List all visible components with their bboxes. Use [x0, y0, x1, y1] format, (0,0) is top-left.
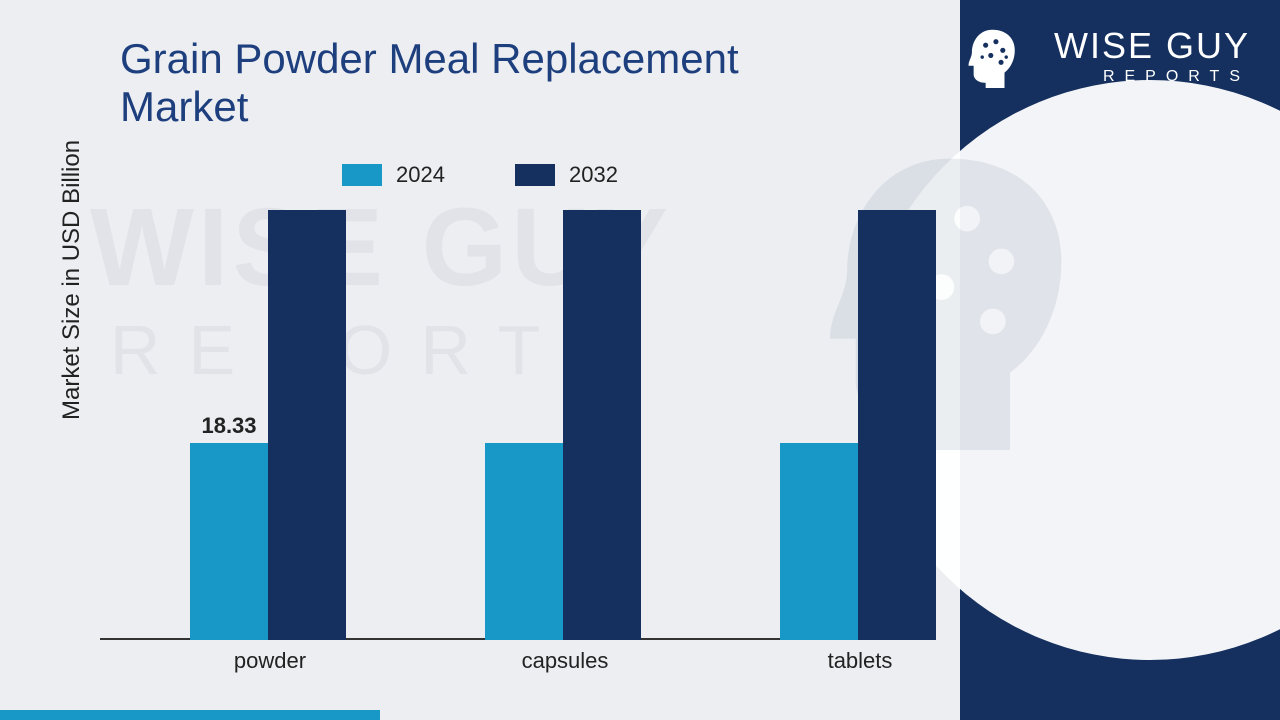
bar-tablets-2032 — [858, 210, 936, 640]
legend-label-2024: 2024 — [396, 162, 445, 188]
legend-swatch-2032 — [515, 164, 555, 186]
bar-capsules-2032 — [563, 210, 641, 640]
plot-area: 18.33powdercapsulestablets — [100, 210, 920, 640]
legend-swatch-2024 — [342, 164, 382, 186]
bar-value-label: 18.33 — [190, 413, 268, 443]
bar-powder-2024: 18.33 — [190, 443, 268, 640]
legend-label-2032: 2032 — [569, 162, 618, 188]
category-label-powder: powder — [110, 640, 430, 674]
bar-capsules-2024 — [485, 443, 563, 640]
brand-head-icon — [965, 28, 1020, 88]
legend: 2024 2032 — [0, 162, 960, 188]
category-label-tablets: tablets — [700, 640, 1020, 674]
bar-tablets-2024 — [780, 443, 858, 640]
footer-accent-bar — [0, 710, 380, 720]
logo-line1: WISE GUY — [1054, 28, 1250, 64]
category-label-capsules: capsules — [405, 640, 725, 674]
legend-item-2032: 2032 — [515, 162, 618, 188]
legend-item-2024: 2024 — [342, 162, 445, 188]
chart-title: Grain Powder Meal Replacement Market — [120, 35, 820, 132]
y-axis-label: Market Size in USD Billion — [58, 140, 86, 420]
bar-powder-2032 — [268, 210, 346, 640]
brand-logo: WISE GUY REPORTS — [1054, 28, 1250, 86]
chart-page: WISE GUY REPORTS WISE GUY REPORTS Grain … — [0, 0, 1280, 720]
logo-line2: REPORTS — [1054, 68, 1250, 86]
